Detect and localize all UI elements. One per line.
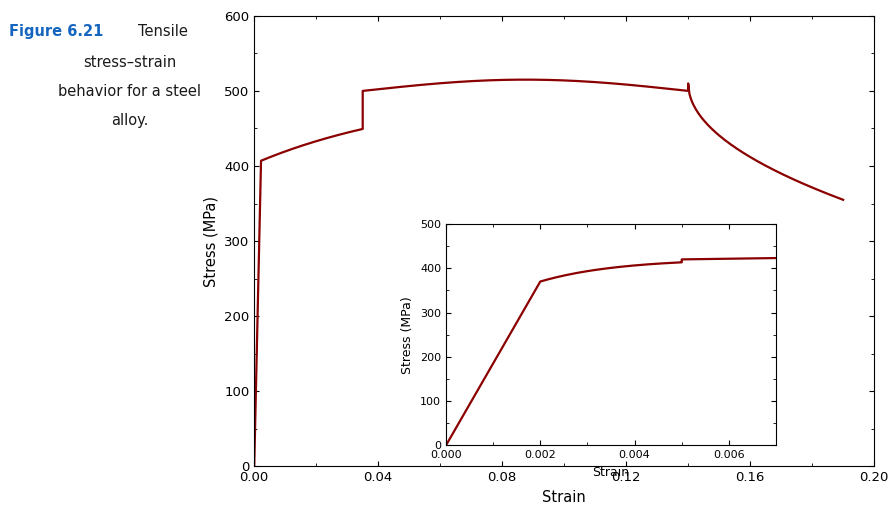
- Text: stress–strain: stress–strain: [83, 55, 176, 70]
- Y-axis label: Stress (MPa): Stress (MPa): [401, 296, 415, 374]
- Text: alloy.: alloy.: [111, 113, 148, 128]
- Text: Figure 6.21: Figure 6.21: [9, 24, 103, 38]
- Y-axis label: Stress (MPa): Stress (MPa): [203, 196, 219, 287]
- Text: Tensile: Tensile: [138, 24, 188, 38]
- X-axis label: Strain: Strain: [542, 490, 586, 505]
- X-axis label: Strain: Strain: [592, 466, 630, 479]
- Text: behavior for a steel: behavior for a steel: [58, 84, 201, 99]
